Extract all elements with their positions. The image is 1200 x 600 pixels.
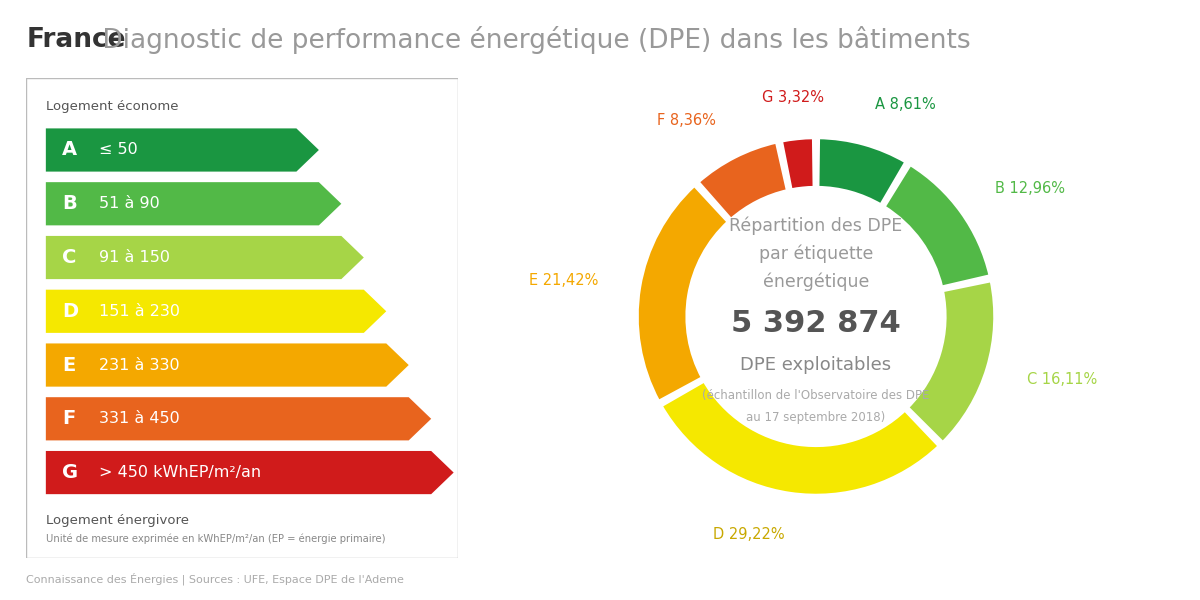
Polygon shape <box>46 397 431 440</box>
Text: Logement énergivore: Logement énergivore <box>46 514 188 527</box>
Text: D 29,22%: D 29,22% <box>713 527 785 542</box>
Text: C 16,11%: C 16,11% <box>1027 372 1097 387</box>
Text: Répartition des DPE: Répartition des DPE <box>730 217 902 235</box>
Wedge shape <box>884 164 990 287</box>
Text: ≤ 50: ≤ 50 <box>98 142 137 157</box>
Polygon shape <box>46 128 319 172</box>
Text: au 17 septembre 2018): au 17 septembre 2018) <box>746 411 886 424</box>
Wedge shape <box>781 137 815 190</box>
Text: 231 à 330: 231 à 330 <box>98 358 179 373</box>
Text: 91 à 150: 91 à 150 <box>98 250 169 265</box>
Polygon shape <box>46 236 364 279</box>
Text: 51 à 90: 51 à 90 <box>98 196 160 211</box>
Wedge shape <box>637 185 728 401</box>
Wedge shape <box>661 381 940 496</box>
Text: A: A <box>62 140 77 160</box>
Text: G: G <box>62 463 78 482</box>
Text: F 8,36%: F 8,36% <box>658 113 716 128</box>
Polygon shape <box>46 451 454 494</box>
Text: > 450 kWhEP/m²/an: > 450 kWhEP/m²/an <box>98 465 260 480</box>
Text: France: France <box>26 26 126 53</box>
Text: DPE exploitables: DPE exploitables <box>740 356 892 374</box>
Text: B: B <box>62 194 77 213</box>
Text: D: D <box>62 302 78 321</box>
Text: C: C <box>62 248 77 267</box>
Text: Diagnostic de performance énergétique (DPE) dans les bâtiments: Diagnostic de performance énergétique (D… <box>94 26 971 53</box>
Text: Unité de mesure exprimée en kWhEP/m²/an (EP = énergie primaire): Unité de mesure exprimée en kWhEP/m²/an … <box>46 534 385 545</box>
Text: (échantillon de l'Observatoire des DPE: (échantillon de l'Observatoire des DPE <box>702 389 930 402</box>
Text: 151 à 230: 151 à 230 <box>98 304 180 319</box>
Text: E 21,42%: E 21,42% <box>529 273 599 288</box>
Text: G 3,32%: G 3,32% <box>762 90 824 105</box>
Polygon shape <box>46 182 341 226</box>
Text: Logement économe: Logement économe <box>46 100 179 113</box>
Text: par étiquette: par étiquette <box>758 245 874 263</box>
Polygon shape <box>46 343 409 386</box>
Text: F: F <box>62 409 76 428</box>
Wedge shape <box>907 280 995 443</box>
Text: A 8,61%: A 8,61% <box>875 97 936 112</box>
Text: B 12,96%: B 12,96% <box>995 181 1064 196</box>
Polygon shape <box>46 290 386 333</box>
Text: Connaissance des Énergies | Sources : UFE, Espace DPE de l'Ademe: Connaissance des Énergies | Sources : UF… <box>26 573 404 585</box>
Text: énergétique: énergétique <box>763 272 869 291</box>
Text: E: E <box>62 356 76 374</box>
Text: 5 392 874: 5 392 874 <box>731 308 901 338</box>
Wedge shape <box>817 137 906 205</box>
Text: 331 à 450: 331 à 450 <box>98 412 179 426</box>
Wedge shape <box>698 142 787 220</box>
FancyBboxPatch shape <box>26 78 458 558</box>
